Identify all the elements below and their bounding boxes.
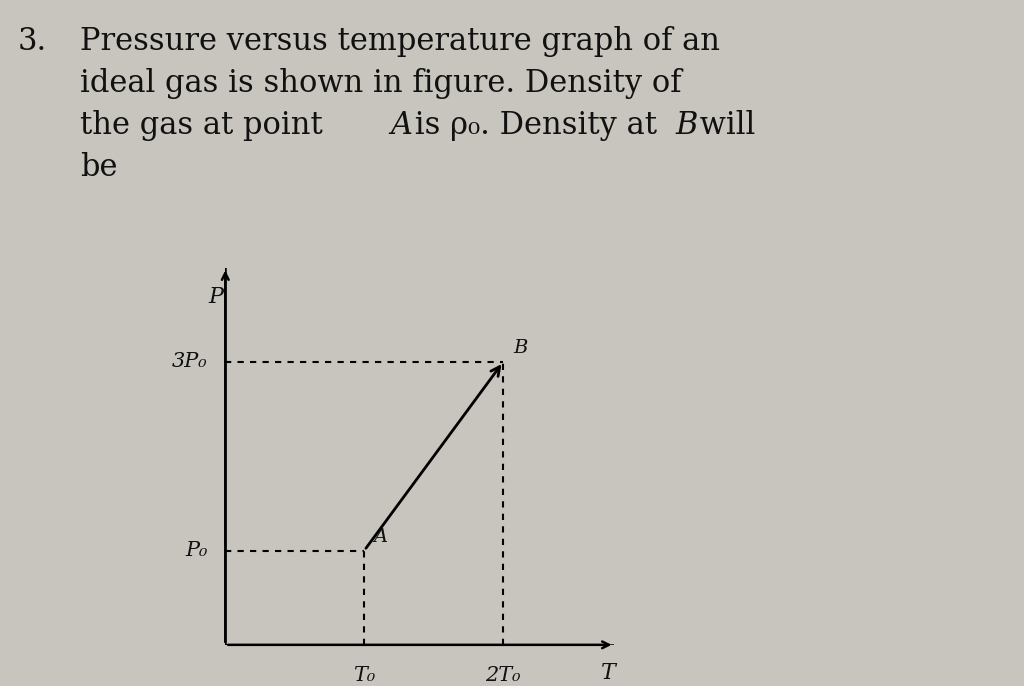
Text: is ρ₀. Density at: is ρ₀. Density at bbox=[406, 110, 667, 141]
Text: A: A bbox=[390, 110, 412, 141]
Text: T₀: T₀ bbox=[353, 665, 376, 685]
Text: 2T₀: 2T₀ bbox=[485, 665, 521, 685]
Text: will: will bbox=[690, 110, 756, 141]
Text: A: A bbox=[374, 528, 388, 546]
Text: 3P₀: 3P₀ bbox=[172, 353, 207, 371]
Text: P₀: P₀ bbox=[185, 541, 207, 560]
Text: be: be bbox=[80, 152, 118, 183]
Text: B: B bbox=[675, 110, 697, 141]
Text: the gas at point: the gas at point bbox=[80, 110, 333, 141]
Text: B: B bbox=[513, 339, 527, 357]
Text: T: T bbox=[600, 662, 615, 684]
Text: Pressure versus temperature graph of an: Pressure versus temperature graph of an bbox=[80, 26, 720, 57]
Text: ideal gas is shown in figure. Density of: ideal gas is shown in figure. Density of bbox=[80, 68, 682, 99]
Text: P: P bbox=[208, 287, 223, 309]
Text: 3.: 3. bbox=[18, 26, 47, 57]
